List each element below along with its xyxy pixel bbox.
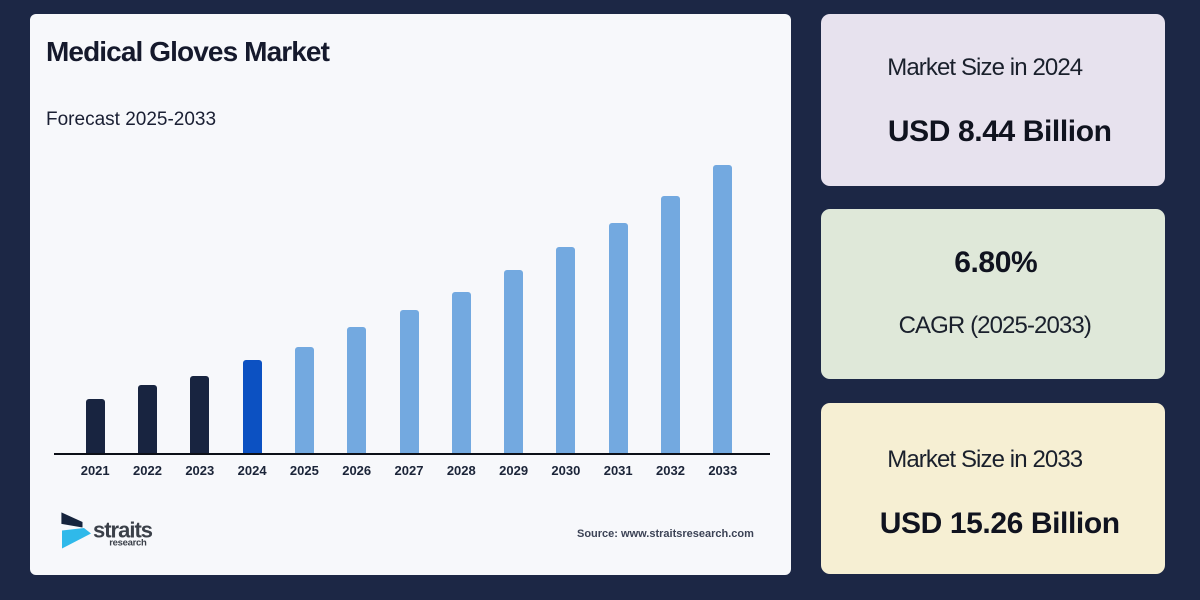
svg-text:straits: straits	[93, 517, 153, 542]
svg-text:research: research	[109, 538, 147, 549]
